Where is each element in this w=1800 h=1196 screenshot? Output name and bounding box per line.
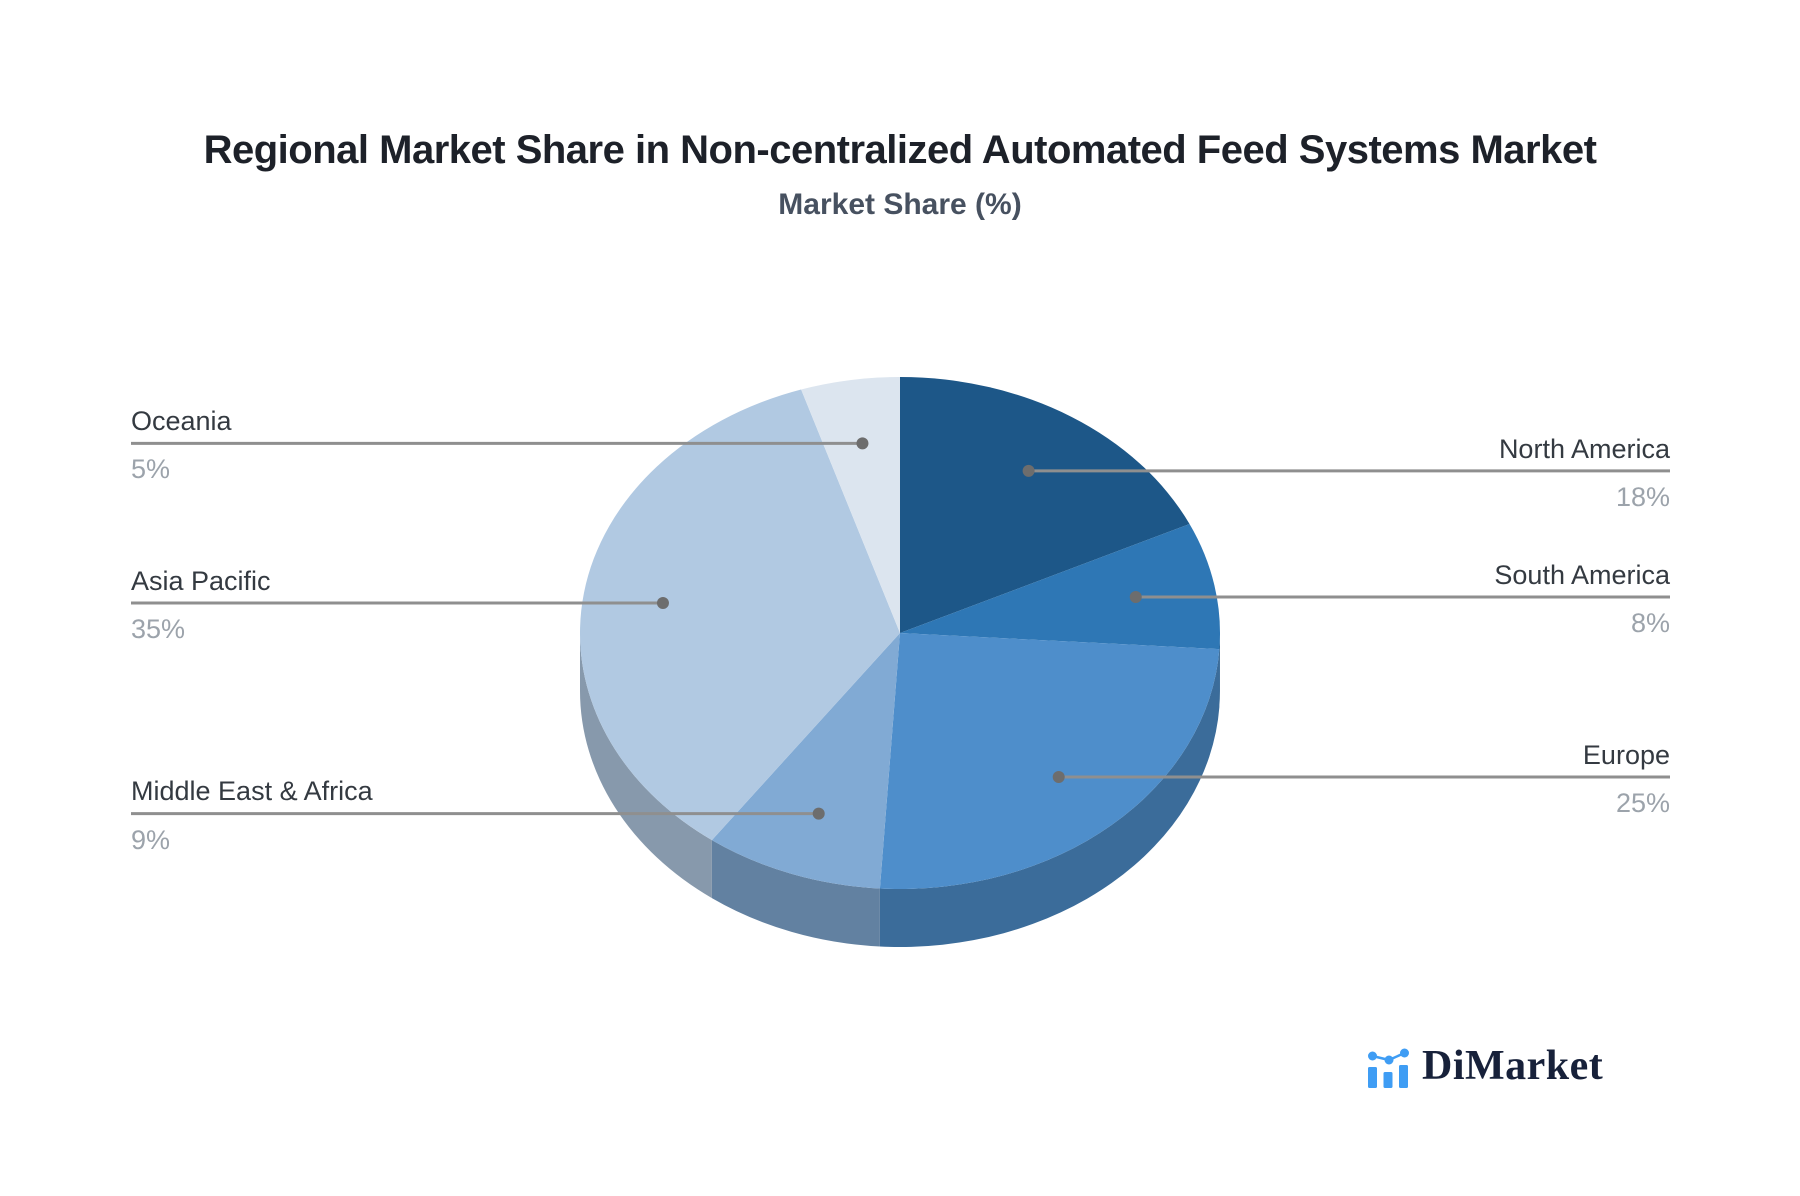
pie-slice-europe[interactable] — [879, 633, 1220, 889]
dimarket-logo: DiMarket — [1366, 1040, 1666, 1100]
logo-text: DiMarket — [1422, 1043, 1604, 1089]
callout-dot-asia-pacific — [656, 596, 669, 609]
callout-dot-europe — [1052, 771, 1065, 784]
pie-slice-side-asia-pacific — [580, 633, 712, 899]
slice-label-pct: 5% — [131, 454, 171, 485]
callout-dot-oceania — [856, 437, 869, 450]
slice-label-name: South America — [1494, 559, 1670, 590]
callout-dot-north-america — [1022, 464, 1035, 477]
slice-label-name: Middle East & Africa — [131, 776, 373, 807]
slice-label-pct: 35% — [131, 613, 186, 644]
slice-label-name: Oceania — [131, 406, 232, 437]
slice-label-pct: 9% — [131, 824, 171, 855]
pie-slice-oceania[interactable] — [801, 377, 900, 633]
bar-chart-trend-icon — [1368, 1048, 1409, 1088]
chart-subtitle: Market Share (%) — [778, 188, 1022, 221]
pie-slice-south-america[interactable] — [900, 524, 1220, 650]
slice-label-pct: 25% — [1615, 788, 1670, 819]
pie-slice-north-america[interactable] — [900, 377, 1190, 633]
pie-slice-side-south-america — [1219, 633, 1220, 708]
slice-label-name: Europe — [1582, 739, 1670, 770]
pie-slice-middle-east-africa[interactable] — [711, 633, 900, 889]
callout-dot-south-america — [1129, 591, 1142, 604]
pie-slice-side-middle-east-africa — [711, 840, 880, 947]
slice-label-pct: 18% — [1615, 481, 1670, 512]
pie-slice-side-europe — [879, 649, 1220, 947]
chart-title: Regional Market Share in Non-centralized… — [203, 128, 1597, 172]
pie-slice-asia-pacific[interactable] — [580, 389, 900, 841]
slice-label-name: North America — [1498, 433, 1670, 464]
slice-label-name: Asia Pacific — [131, 565, 271, 596]
slice-label-pct: 8% — [1630, 608, 1670, 639]
callout-dot-middle-east-africa — [812, 807, 825, 820]
